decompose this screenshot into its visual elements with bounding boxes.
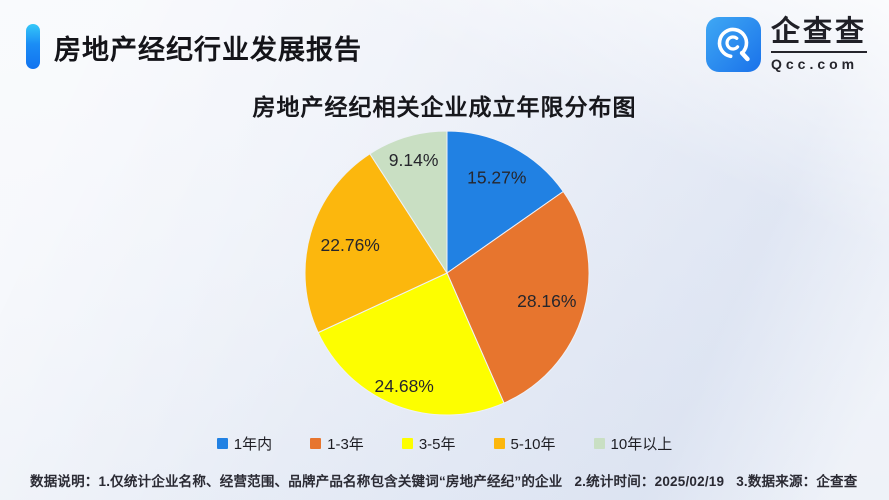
footer-note: 1.仅统计企业名称、经营范围、品牌产品名称包含关键词“房地产经纪”的企业 [98, 474, 563, 489]
pie-chart: 15.27% 28.16% 24.68% 22.76% 9.14% [304, 130, 590, 416]
legend-item-3: 3-5年 [401, 433, 456, 454]
qcc-logo-domain: Qcc.com [770, 56, 859, 73]
legend-item-4: 5-10年 [493, 433, 556, 454]
legend-swatch [310, 438, 322, 449]
pie-slice-5 [369, 130, 448, 274]
legend-label: 1-3年 [327, 436, 364, 453]
legend-swatch [593, 438, 605, 449]
legend-swatch [216, 438, 228, 449]
pie-slice-label: 9.14% [389, 150, 439, 170]
legend-item-1: 1年内 [216, 433, 273, 454]
legend-label: 5-10年 [510, 436, 556, 453]
legend-item-5: 10年以上 [593, 433, 673, 454]
qcc-logo-text: 企查查 Qcc.com [770, 16, 867, 73]
title-accent-bar [26, 24, 40, 69]
report-header: 房地产经纪行业发展报告 企查查 Qcc.com [0, 0, 889, 90]
legend-swatch [401, 438, 413, 449]
pie-slice-2 [446, 190, 590, 404]
footer-notes: 数据说明：1.仅统计企业名称、经营范围、品牌产品名称包含关键词“房地产经纪”的企… [30, 470, 870, 490]
legend-swatch [493, 438, 505, 449]
footer-note: 3.数据来源：企查查 [736, 474, 858, 489]
pie-slice-4 [304, 153, 448, 334]
qcc-logo-icon [705, 17, 761, 72]
chart-title: 房地产经纪相关企业成立年限分布图 [252, 94, 637, 120]
pie-slice-3 [317, 272, 505, 416]
footer-label: 数据说明： [30, 474, 99, 489]
pie-slice-label: 22.76% [321, 235, 380, 255]
pie-slice-label: 28.16% [517, 291, 576, 311]
footer-note: 2.统计时间：2025/02/19 [574, 474, 725, 489]
legend-item-2: 1-3年 [310, 433, 364, 454]
legend-label: 3-5年 [418, 436, 456, 453]
pie-slice-label: 15.27% [467, 167, 526, 187]
chart-legend: 1年内 1-3年 3-5年 5-10年 10年以上 [0, 433, 889, 454]
legend-label: 1年内 [233, 436, 273, 453]
qcc-logo-name: 企查查 [770, 16, 867, 54]
qcc-logo: 企查查 Qcc.com [705, 16, 867, 73]
pie-slice-1 [446, 130, 564, 274]
pie-slice-label: 24.68% [375, 376, 434, 396]
report-title: 房地产经纪行业发展报告 [54, 35, 362, 65]
legend-label: 10年以上 [610, 436, 673, 453]
